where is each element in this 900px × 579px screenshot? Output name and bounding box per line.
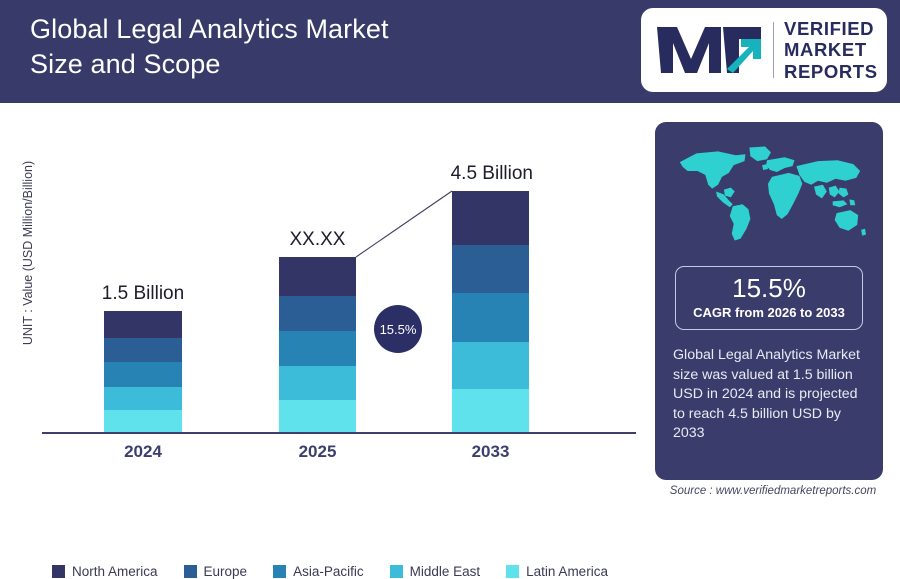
bar-value-label-2033: 4.5 Billion <box>450 163 533 184</box>
bar-group-2033: 4.5 Billion 2033 <box>451 163 533 461</box>
legend-label: Europe <box>203 564 248 579</box>
cagr-bubble-value: 15.5% <box>379 321 417 337</box>
bar-segment-asia-pacific <box>104 362 182 387</box>
bar-segment-latin-america <box>452 388 529 432</box>
page-title: Global Legal Analytics Market Size and S… <box>30 14 389 79</box>
legend-swatch-icon <box>273 565 287 578</box>
legend-swatch-icon <box>183 565 197 578</box>
cagr-bubble: 15.5% <box>374 305 422 353</box>
bar-segment-asia-pacific <box>279 331 356 367</box>
bar-stack-2025 <box>279 257 356 432</box>
legend-item-north-america: North America <box>52 564 158 579</box>
source-attribution: Source : www.verifiedmarketreports.com <box>669 485 877 497</box>
cagr-value: 15.5% <box>732 273 806 303</box>
bar-segment-europe <box>279 296 356 332</box>
bar-segment-europe <box>104 338 182 363</box>
bar-value-label-2025: XX.XX <box>289 229 346 250</box>
bar-segment-middle-east <box>452 341 529 389</box>
legend-item-europe: Europe <box>183 564 248 579</box>
bar-group-2024: 1.5 Billion 2024 <box>102 283 184 461</box>
bar-chart: UNIT : Value (USD Million/Billion) 1.5 B… <box>0 103 640 579</box>
bar-segment-north-america <box>104 311 182 339</box>
bar-segment-middle-east <box>279 366 356 401</box>
bar-group-2025: XX.XX 2025 <box>279 229 356 461</box>
bar-segment-latin-america <box>104 410 182 432</box>
bar-segment-north-america <box>279 257 356 297</box>
bar-segment-latin-america <box>279 400 356 432</box>
legend-label: Middle East <box>409 564 481 579</box>
y-axis-label: UNIT : Value (USD Million/Billion) <box>21 160 35 346</box>
cagr-highlight-box: 15.5% CAGR from 2026 to 2033 <box>675 266 863 331</box>
market-summary-text: Global Legal Analytics Market size was v… <box>673 347 860 442</box>
logo-wordmark: VERIFIED MARKET REPORTS <box>784 17 878 82</box>
cagr-caption: CAGR from 2026 to 2033 <box>693 305 845 321</box>
bar-segment-north-america <box>452 191 529 246</box>
x-tick-label-2025: 2025 <box>298 442 337 461</box>
summary-panel: 15.5% CAGR from 2026 to 2033 Global Lega… <box>655 122 883 480</box>
legend-item-middle-east: Middle East <box>389 564 481 579</box>
legend-label: North America <box>72 564 158 579</box>
legend-label: Asia-Pacific <box>293 564 364 579</box>
chart-legend: North America Europe Asia-Pacific Middle… <box>52 564 608 579</box>
legend-swatch-icon <box>52 565 65 578</box>
legend-item-asia-pacific: Asia-Pacific <box>273 564 364 579</box>
bar-segment-middle-east <box>104 386 182 411</box>
legend-swatch-icon <box>389 565 403 578</box>
bar-stack-2033 <box>452 191 529 432</box>
brand-logo: VERIFIED MARKET REPORTS <box>641 8 887 92</box>
bar-segment-asia-pacific <box>452 293 529 342</box>
legend-label: Latin America <box>526 564 608 579</box>
x-axis-baseline <box>42 432 636 434</box>
bar-value-label-2024: 1.5 Billion <box>101 283 185 304</box>
bar-segment-europe <box>452 245 529 294</box>
world-map-icon <box>679 146 867 241</box>
vmr-logo-icon <box>653 19 771 81</box>
bar-stack-2024 <box>104 311 182 432</box>
legend-item-latin-america: Latin America <box>506 564 608 579</box>
legend-swatch-icon <box>506 565 520 578</box>
x-tick-label-2024: 2024 <box>124 442 162 461</box>
logo-divider <box>773 22 774 78</box>
x-tick-label-2033: 2033 <box>471 442 510 461</box>
